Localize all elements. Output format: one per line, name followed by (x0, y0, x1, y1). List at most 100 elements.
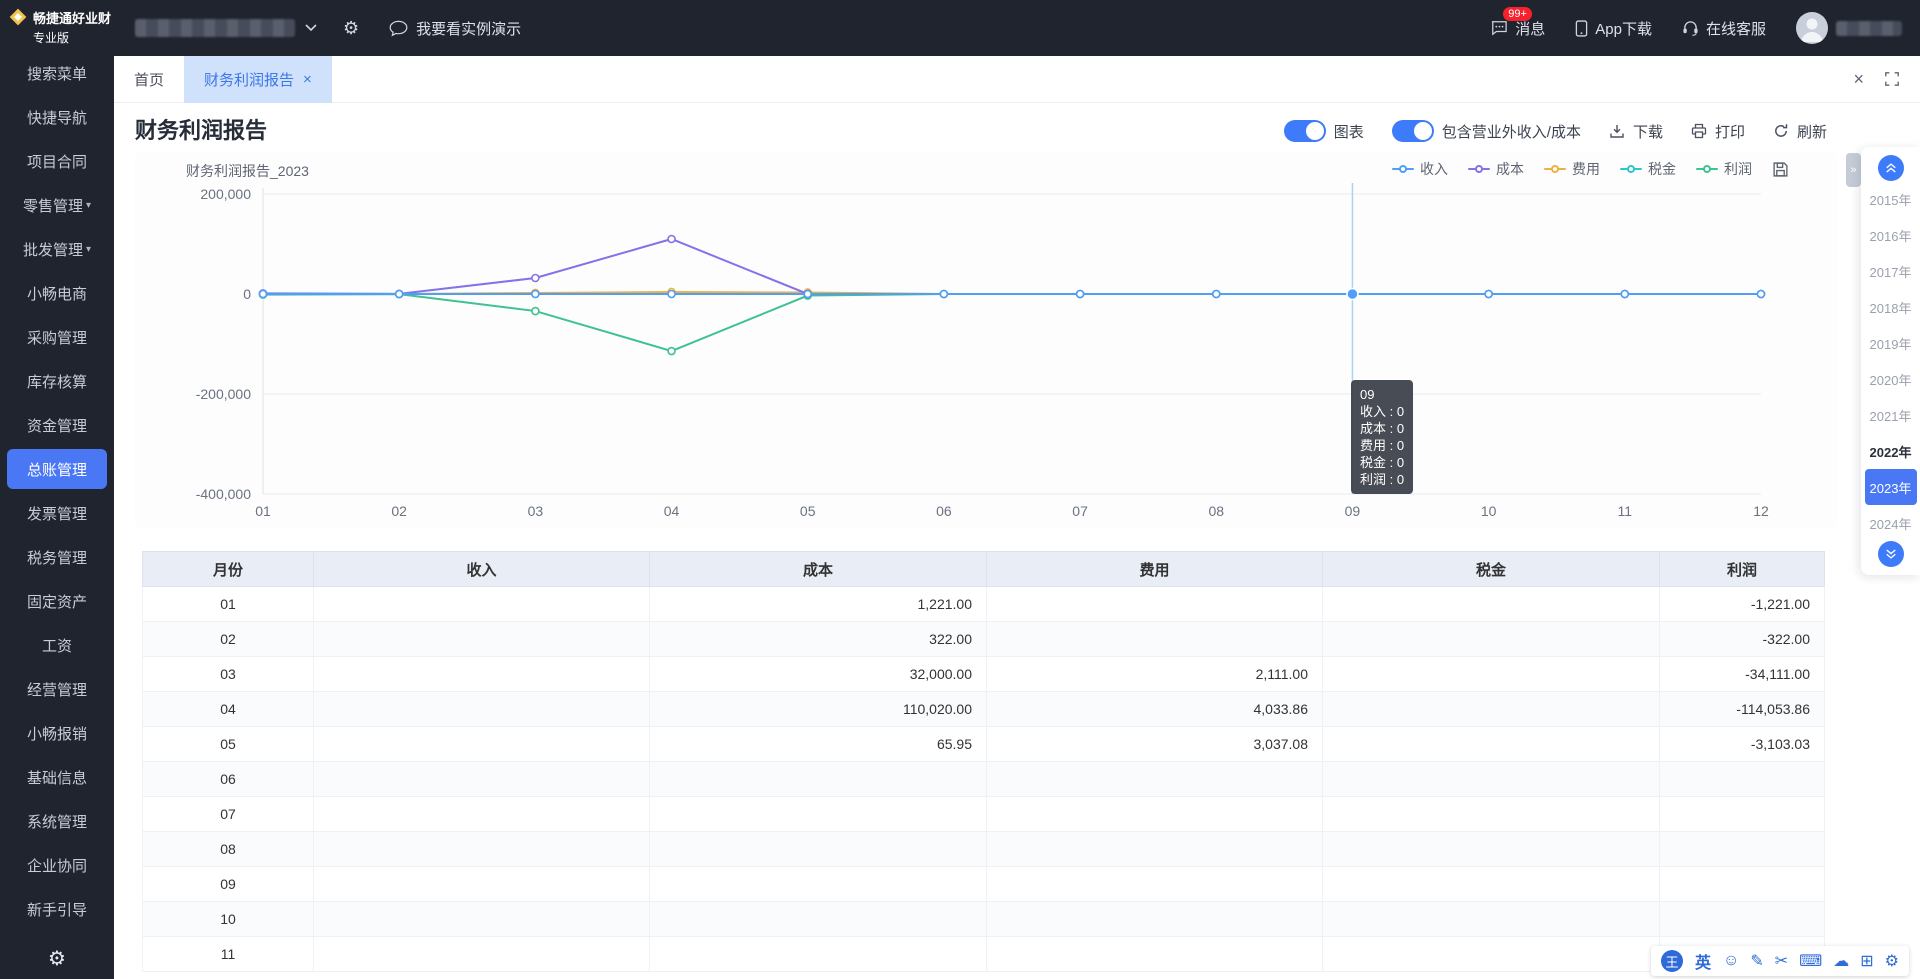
sidebar-item-6[interactable]: 小畅电商 (0, 271, 114, 315)
company-name-blurred (135, 19, 295, 37)
table-body: 01 1,221.00 -1,221.00 02 322.00 -322.00 03 32,0… (142, 586, 1825, 972)
table-header-row: 月份 收入 成本 费用 税金 利润 (142, 551, 1825, 587)
table-cell: 2,111.00 (986, 656, 1323, 692)
app-download-label: App下载 (1595, 20, 1652, 38)
legend-item-利润[interactable]: 利润 (1696, 159, 1752, 179)
ime-language-toggle[interactable]: 英 (1695, 955, 1712, 972)
sidebar-item-12[interactable]: 税务管理 (0, 535, 114, 579)
sidebar-item-2[interactable]: 快捷导航 (0, 95, 114, 139)
table-cell (986, 796, 1323, 832)
table-cell (986, 866, 1323, 902)
table-cell (1322, 866, 1660, 902)
year-item-2017年[interactable]: 2017年 (1869, 264, 1912, 280)
legend-label: 税金 (1648, 161, 1676, 177)
keyboard-icon[interactable]: ⌨ (1799, 953, 1823, 970)
legend-item-收入[interactable]: 收入 (1392, 159, 1448, 179)
year-item-2016年[interactable]: 2016年 (1869, 228, 1912, 244)
tab-1[interactable]: 首页 (114, 56, 184, 103)
download-button[interactable]: 下载 (1609, 121, 1663, 142)
year-item-2022年[interactable]: 2022年 (1869, 444, 1912, 460)
year-panel-collapse-handle[interactable]: » (1846, 153, 1861, 187)
tabbar-actions: × (1853, 69, 1920, 90)
tab-2[interactable]: 财务利润报告 × (184, 56, 332, 103)
table-cell: 02 (142, 621, 314, 657)
year-item-2015年[interactable]: 2015年 (1869, 192, 1912, 208)
sidebar-item-5[interactable]: 批发管理 ▾ (0, 227, 114, 271)
column-header: 费用 (986, 551, 1323, 587)
company-selector[interactable] (135, 19, 317, 37)
legend-item-成本[interactable]: 成本 (1468, 159, 1524, 179)
year-item-2021年[interactable]: 2021年 (1869, 408, 1912, 424)
sidebar-item-1[interactable]: 搜索菜单 (0, 51, 114, 95)
print-button[interactable]: 打印 (1691, 121, 1745, 142)
sidebar-item-8[interactable]: 库存核算 (0, 359, 114, 403)
refresh-button[interactable]: 刷新 (1773, 121, 1827, 142)
messages-button[interactable]: 99+ 消息 (1490, 6, 1545, 39)
sidebar-item-10[interactable]: 总账管理 (7, 449, 107, 489)
sidebar-item-20[interactable]: 新手引导 (0, 887, 114, 931)
year-item-2020年[interactable]: 2020年 (1869, 372, 1912, 388)
smiley-icon[interactable]: ☺ (1723, 952, 1740, 969)
table-cell (1659, 901, 1825, 937)
legend-marker-icon (1468, 164, 1490, 174)
table-cell (649, 936, 987, 972)
brand-logo-icon (8, 7, 28, 27)
legend-item-费用[interactable]: 费用 (1544, 159, 1600, 179)
sidebar-item-4[interactable]: 零售管理 ▾ (0, 183, 114, 227)
years-scroll-down-button[interactable] (1877, 541, 1904, 567)
years-scroll-up-button[interactable] (1877, 155, 1904, 181)
svg-text:03: 03 (528, 503, 544, 519)
sidebar-item-3[interactable]: 项目合同 (0, 139, 114, 183)
table-cell (313, 621, 650, 657)
demo-link[interactable]: 我要看实例演示 (389, 18, 521, 39)
sidebar-item-7[interactable]: 采购管理 (0, 315, 114, 359)
user-profile[interactable] (1796, 12, 1902, 44)
sidebar-item-19[interactable]: 企业协同 (0, 843, 114, 887)
gear-icon[interactable]: ⚙ (1884, 953, 1900, 970)
legend-item-税金[interactable]: 税金 (1620, 159, 1676, 179)
pen-icon[interactable]: ✎ (1750, 953, 1764, 970)
table-cell (1322, 656, 1660, 692)
scissors-icon[interactable]: ✂ (1774, 953, 1789, 970)
phone-icon (1575, 19, 1588, 37)
table-cell (1322, 691, 1660, 727)
cloud-icon[interactable]: ☁ (1833, 953, 1850, 970)
year-item-2023年[interactable]: 2023年 (1864, 469, 1917, 505)
year-item-2019年[interactable]: 2019年 (1869, 336, 1912, 352)
sidebar-item-label: 系统管理 (26, 813, 87, 831)
include-nonoperating-toggle[interactable] (1391, 120, 1434, 142)
support-button[interactable]: 在线客服 (1682, 18, 1766, 39)
table-cell (986, 621, 1323, 657)
table-cell (313, 901, 650, 937)
settings-gear-icon[interactable]: ⚙ (343, 17, 360, 38)
grid-icon[interactable]: ⊞ (1860, 953, 1874, 970)
close-icon[interactable]: × (303, 71, 312, 88)
ime-logo-icon[interactable]: 王 (1661, 950, 1683, 972)
sidebar-item-13[interactable]: 固定资产 (0, 579, 114, 623)
svg-text:-400,000: -400,000 (196, 486, 251, 502)
sidebar-gear-icon[interactable]: ⚙ (48, 948, 66, 970)
chart-toggle-group: 图表 (1283, 120, 1364, 142)
svg-text:07: 07 (1072, 503, 1088, 519)
save-chart-icon[interactable] (1772, 161, 1789, 178)
sidebar-item-16[interactable]: 小畅报销 (0, 711, 114, 755)
year-item-2018年[interactable]: 2018年 (1869, 300, 1912, 316)
sidebar-item-9[interactable]: 资金管理 (0, 403, 114, 447)
print-label: 打印 (1714, 123, 1745, 141)
svg-text:0: 0 (243, 286, 251, 302)
sidebar-item-17[interactable]: 基础信息 (0, 755, 114, 799)
year-item-2024年[interactable]: 2024年 (1869, 516, 1912, 532)
include-toggle-group: 包含营业外收入/成本 (1391, 120, 1581, 142)
sidebar-item-18[interactable]: 系统管理 (0, 799, 114, 843)
chart-toggle[interactable] (1283, 120, 1326, 142)
sidebar-item-11[interactable]: 发票管理 (0, 491, 114, 535)
sidebar-item-14[interactable]: 工资 (0, 623, 114, 667)
year-list: 2015年 2016年 2017年 2018年 2019年 2020年 2021年 2022年… (1861, 181, 1920, 541)
sidebar-item-15[interactable]: 经营管理 (0, 667, 114, 711)
fullscreen-icon[interactable] (1884, 71, 1900, 87)
app-download-button[interactable]: App下载 (1575, 18, 1652, 39)
tabbar: 首页 财务利润报告 × × (114, 56, 1920, 103)
svg-text:04: 04 (664, 503, 680, 519)
close-all-tabs-icon[interactable]: × (1853, 68, 1864, 89)
